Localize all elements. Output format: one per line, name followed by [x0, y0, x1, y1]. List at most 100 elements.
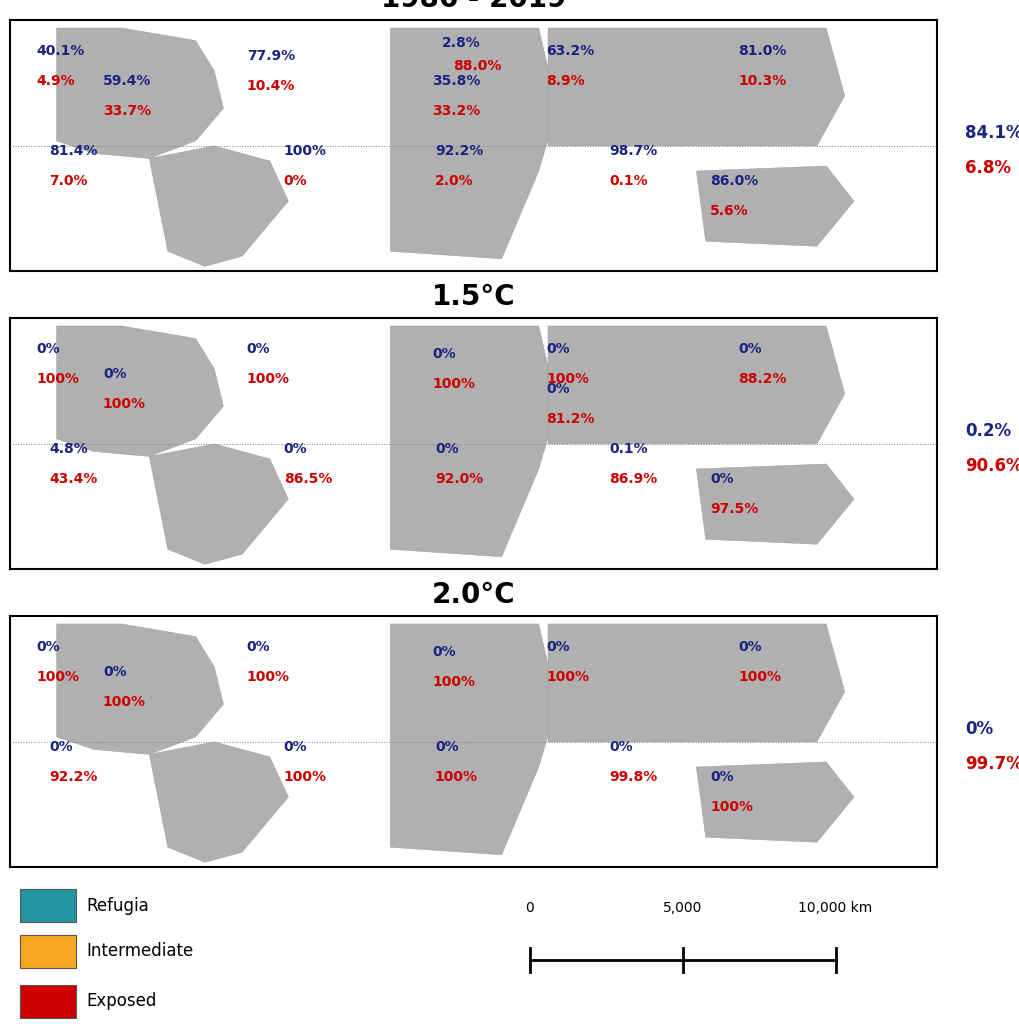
Text: 10.4%: 10.4%	[247, 79, 296, 93]
Text: 2.0°C: 2.0°C	[432, 581, 516, 608]
Text: 88.2%: 88.2%	[738, 372, 787, 386]
Text: 0%: 0%	[247, 342, 270, 355]
Text: Refugia: Refugia	[87, 897, 150, 914]
Text: 43.4%: 43.4%	[49, 472, 98, 486]
Text: 100%: 100%	[283, 770, 327, 784]
Text: 92.2%: 92.2%	[49, 770, 98, 784]
Text: 0%: 0%	[546, 640, 570, 653]
Polygon shape	[696, 166, 854, 246]
Text: 100%: 100%	[247, 372, 289, 386]
Text: 2.8%: 2.8%	[441, 36, 480, 50]
Text: 90.6%: 90.6%	[965, 458, 1019, 475]
Text: 2.0%: 2.0%	[435, 174, 474, 188]
Text: 77.9%: 77.9%	[247, 48, 294, 62]
Polygon shape	[548, 326, 845, 444]
Text: 0%: 0%	[710, 770, 734, 784]
Text: 7.0%: 7.0%	[49, 174, 88, 188]
Text: 0%: 0%	[546, 342, 570, 355]
Text: 0%: 0%	[283, 174, 308, 188]
Text: 0%: 0%	[103, 367, 126, 381]
Text: 0.1%: 0.1%	[609, 442, 648, 456]
Text: 0%: 0%	[435, 740, 459, 754]
Text: 0%: 0%	[710, 472, 734, 486]
Text: 100%: 100%	[435, 770, 478, 784]
Text: 0%: 0%	[965, 720, 994, 738]
Text: 0%: 0%	[36, 640, 60, 653]
Text: 100%: 100%	[546, 372, 589, 386]
Text: 81.2%: 81.2%	[546, 412, 595, 426]
Text: 99.7%: 99.7%	[965, 756, 1019, 773]
Text: 0%: 0%	[435, 442, 459, 456]
Text: 81.4%: 81.4%	[49, 144, 98, 158]
Text: Intermediate: Intermediate	[87, 942, 194, 961]
Text: 92.0%: 92.0%	[435, 472, 483, 486]
Text: 0%: 0%	[738, 342, 762, 355]
Text: 86.5%: 86.5%	[283, 472, 332, 486]
Text: 0: 0	[526, 901, 534, 914]
Text: 63.2%: 63.2%	[546, 44, 594, 57]
Text: 0%: 0%	[247, 640, 270, 653]
Polygon shape	[390, 326, 557, 557]
Polygon shape	[548, 624, 845, 741]
Polygon shape	[390, 624, 557, 855]
Text: 6.8%: 6.8%	[965, 160, 1011, 177]
Text: 100%: 100%	[283, 144, 327, 158]
Text: 5.6%: 5.6%	[710, 204, 749, 218]
Text: 0%: 0%	[283, 740, 308, 754]
Text: 0.2%: 0.2%	[965, 422, 1012, 440]
Polygon shape	[149, 444, 288, 564]
Polygon shape	[56, 28, 223, 159]
Text: 0%: 0%	[738, 640, 762, 653]
Text: 5,000: 5,000	[663, 901, 702, 914]
Text: 10,000 km: 10,000 km	[799, 901, 872, 914]
Text: Exposed: Exposed	[87, 992, 157, 1011]
Text: 0%: 0%	[36, 342, 60, 355]
Text: 33.2%: 33.2%	[432, 103, 480, 118]
Text: 100%: 100%	[432, 675, 475, 689]
Text: 97.5%: 97.5%	[710, 502, 758, 516]
Bar	[20, 935, 76, 968]
Text: 100%: 100%	[546, 670, 589, 684]
Text: 92.2%: 92.2%	[435, 144, 483, 158]
Text: 100%: 100%	[36, 670, 79, 684]
Text: 100%: 100%	[432, 377, 475, 391]
Text: 0%: 0%	[49, 740, 72, 754]
Text: 33.7%: 33.7%	[103, 103, 151, 118]
Text: 100%: 100%	[36, 372, 79, 386]
Text: 1.5°C: 1.5°C	[432, 283, 516, 310]
Polygon shape	[696, 762, 854, 842]
Polygon shape	[548, 28, 845, 145]
Text: 0%: 0%	[546, 382, 570, 395]
Text: 86.9%: 86.9%	[609, 472, 657, 486]
Text: 81.0%: 81.0%	[738, 44, 787, 57]
Text: 100%: 100%	[710, 800, 753, 814]
Text: 98.7%: 98.7%	[609, 144, 657, 158]
Polygon shape	[390, 28, 557, 259]
Text: 10.3%: 10.3%	[738, 74, 787, 88]
Polygon shape	[696, 464, 854, 545]
Text: 0%: 0%	[103, 665, 126, 679]
Text: 0.1%: 0.1%	[609, 174, 648, 188]
Text: 88.0%: 88.0%	[453, 58, 501, 73]
Text: 4.8%: 4.8%	[49, 442, 88, 456]
Polygon shape	[149, 145, 288, 266]
Text: 100%: 100%	[103, 396, 146, 411]
Text: 0%: 0%	[609, 740, 633, 754]
Text: 35.8%: 35.8%	[432, 74, 481, 88]
Text: 100%: 100%	[247, 670, 289, 684]
Text: 86.0%: 86.0%	[710, 174, 758, 188]
Text: 0%: 0%	[283, 442, 308, 456]
Text: 8.9%: 8.9%	[546, 74, 585, 88]
Polygon shape	[56, 326, 223, 457]
Text: 99.8%: 99.8%	[609, 770, 657, 784]
Text: 4.9%: 4.9%	[36, 74, 74, 88]
Text: 100%: 100%	[103, 694, 146, 709]
Polygon shape	[149, 741, 288, 862]
Text: 59.4%: 59.4%	[103, 74, 151, 88]
Text: 40.1%: 40.1%	[36, 44, 85, 57]
Text: 0%: 0%	[432, 346, 455, 360]
Polygon shape	[56, 624, 223, 755]
Bar	[20, 985, 76, 1018]
Bar	[20, 889, 76, 923]
Text: 100%: 100%	[738, 670, 782, 684]
